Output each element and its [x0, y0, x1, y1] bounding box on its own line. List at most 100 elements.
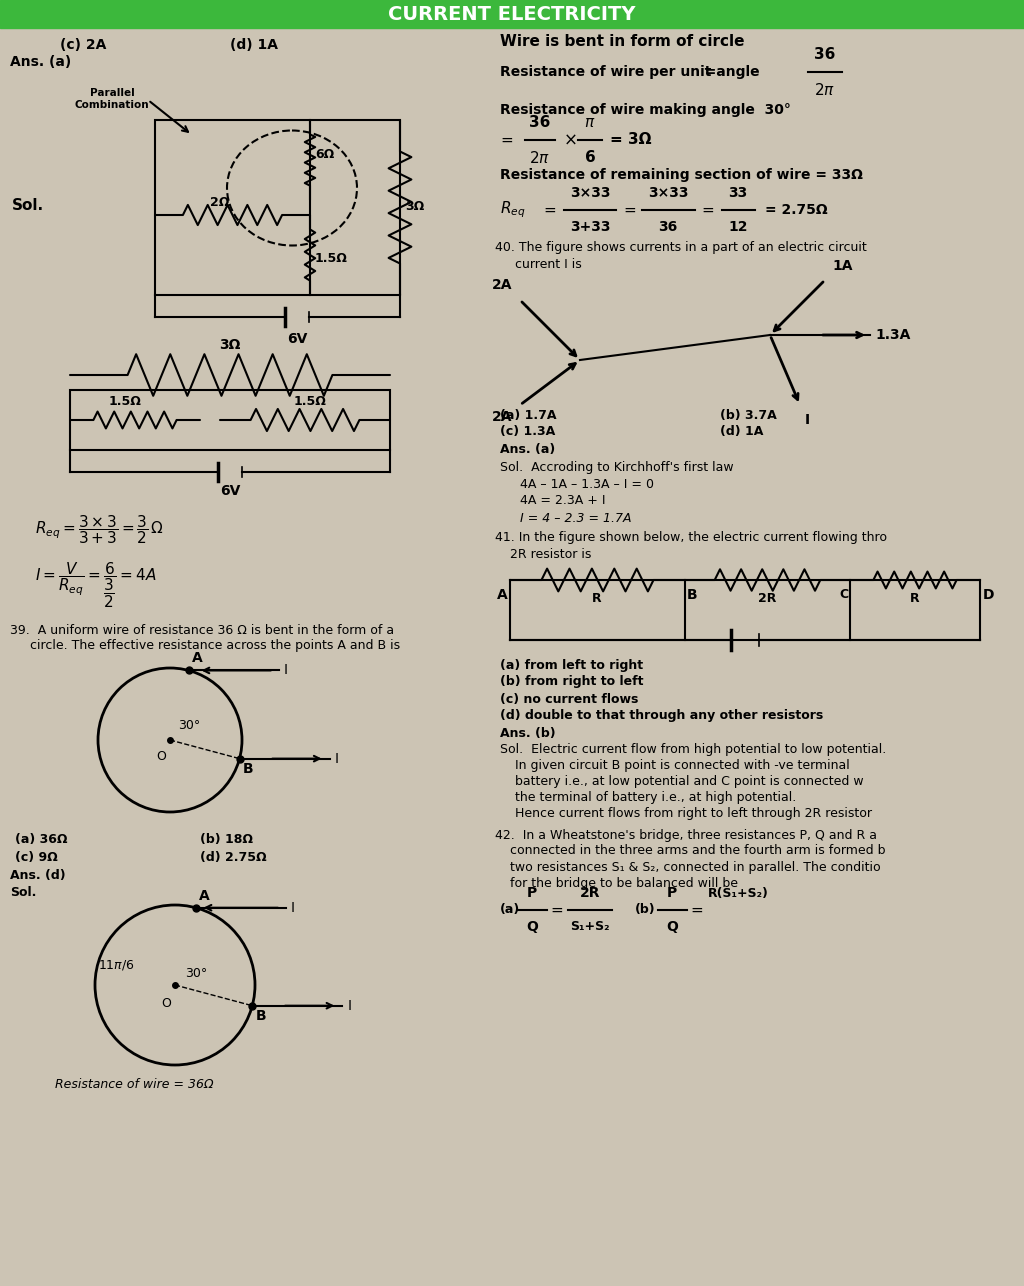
Text: P: P — [667, 886, 677, 900]
Text: (d) double to that through any other resistors: (d) double to that through any other res… — [500, 710, 823, 723]
Text: 2R: 2R — [580, 886, 600, 900]
Text: 36: 36 — [658, 220, 678, 234]
Text: 33: 33 — [728, 186, 748, 201]
Text: Sol.  Accroding to Kirchhoff's first law: Sol. Accroding to Kirchhoff's first law — [500, 460, 733, 473]
Text: 4A = 2.3A + I: 4A = 2.3A + I — [520, 495, 605, 508]
Text: 30°: 30° — [185, 967, 207, 980]
Text: (d) 1A: (d) 1A — [720, 426, 763, 439]
Bar — [155, 120, 400, 294]
Text: O: O — [156, 750, 166, 763]
Text: 1.3A: 1.3A — [874, 328, 910, 342]
Text: I: I — [347, 999, 351, 1012]
Text: Q: Q — [526, 919, 538, 934]
Text: I: I — [291, 900, 295, 914]
Text: 2A: 2A — [492, 278, 512, 292]
Text: 3Ω: 3Ω — [406, 201, 424, 213]
Text: battery i.e., at low potential and C point is connected w: battery i.e., at low potential and C poi… — [515, 775, 863, 788]
Text: S₁+S₂: S₁+S₂ — [570, 919, 609, 934]
Text: (b): (b) — [635, 904, 655, 917]
Text: A: A — [191, 652, 203, 665]
Text: (b) 3.7A: (b) 3.7A — [720, 409, 777, 422]
Text: 36: 36 — [529, 114, 551, 130]
Text: 41. In the figure shown below, the electric current flowing thro: 41. In the figure shown below, the elect… — [495, 531, 887, 544]
Text: Parallel
Combination: Parallel Combination — [75, 87, 150, 109]
Text: $\times$: $\times$ — [563, 131, 577, 149]
Text: Sol.: Sol. — [10, 886, 37, 899]
Text: (a) 36Ω: (a) 36Ω — [15, 833, 68, 846]
Text: =: = — [500, 132, 513, 148]
Text: I: I — [805, 413, 810, 427]
Text: B: B — [243, 761, 253, 775]
Text: =: = — [544, 202, 556, 217]
Text: 39.  A uniform wire of resistance 36 Ω is bent in the form of a: 39. A uniform wire of resistance 36 Ω is… — [10, 624, 394, 637]
Text: (b) 18Ω: (b) 18Ω — [200, 833, 253, 846]
Text: 2R: 2R — [758, 592, 776, 604]
Text: Ans. (a): Ans. (a) — [10, 55, 72, 69]
Text: 3+33: 3+33 — [569, 220, 610, 234]
Text: Ans. (d): Ans. (d) — [10, 869, 66, 882]
Text: $11\pi/6$: $11\pi/6$ — [98, 958, 135, 972]
Text: the terminal of battery i.e., at high potential.: the terminal of battery i.e., at high po… — [515, 791, 797, 805]
Bar — [0, 0, 1024, 28]
Bar — [70, 390, 390, 450]
Text: 6: 6 — [585, 150, 595, 165]
Text: (c) 2A: (c) 2A — [60, 39, 106, 51]
Text: R: R — [910, 592, 920, 604]
Text: for the bridge to be balanced will be: for the bridge to be balanced will be — [510, 877, 738, 890]
Text: $2\pi$: $2\pi$ — [529, 150, 551, 166]
Text: 3×33: 3×33 — [648, 186, 688, 201]
Text: Sol.: Sol. — [12, 198, 44, 212]
Text: 2R resistor is: 2R resistor is — [510, 548, 592, 561]
Text: two resistances S₁ & S₂, connected in parallel. The conditio: two resistances S₁ & S₂, connected in pa… — [510, 860, 881, 873]
Text: (c) no current flows: (c) no current flows — [500, 692, 638, 706]
Text: =: = — [500, 66, 717, 78]
Text: Hence current flows from right to left through 2R resistor: Hence current flows from right to left t… — [515, 808, 872, 820]
Text: R(S₁+S₂): R(S₁+S₂) — [708, 887, 768, 900]
Text: (a) 1.7A: (a) 1.7A — [500, 409, 556, 422]
Text: 1A: 1A — [831, 258, 853, 273]
Text: $2\pi$: $2\pi$ — [814, 82, 836, 98]
Text: $I = \dfrac{V}{R_{eq}} = \dfrac{6}{\dfrac{3}{2}} = 4A$: $I = \dfrac{V}{R_{eq}} = \dfrac{6}{\dfra… — [35, 561, 157, 610]
Text: Sol.  Electric current flow from high potential to low potential.: Sol. Electric current flow from high pot… — [500, 743, 886, 756]
Text: 6Ω: 6Ω — [315, 148, 334, 162]
Text: Ans. (b): Ans. (b) — [500, 727, 556, 739]
Text: 3×33: 3×33 — [569, 186, 610, 201]
Text: A: A — [199, 889, 210, 903]
Text: R: R — [592, 592, 602, 604]
Text: =: = — [624, 202, 636, 217]
Text: 4A – 1A – 1.3A – I = 0: 4A – 1A – 1.3A – I = 0 — [520, 477, 654, 490]
Text: O: O — [161, 997, 171, 1010]
Text: I: I — [284, 664, 288, 678]
Text: = 3Ω: = 3Ω — [610, 132, 651, 148]
Text: Resistance of remaining section of wire = 33Ω: Resistance of remaining section of wire … — [500, 168, 863, 183]
Text: =: = — [551, 903, 563, 917]
Text: (a) from left to right: (a) from left to right — [500, 658, 643, 671]
Text: =: = — [701, 202, 715, 217]
Text: 42.  In a Wheatstone's bridge, three resistances P, Q and R a: 42. In a Wheatstone's bridge, three resi… — [495, 828, 877, 841]
Text: 1.5Ω: 1.5Ω — [109, 395, 141, 408]
Text: Q: Q — [666, 919, 678, 934]
Text: 36: 36 — [814, 48, 836, 62]
Text: CURRENT ELECTRICITY: CURRENT ELECTRICITY — [388, 4, 636, 23]
Text: 40. The figure shows currents in a part of an electric circuit: 40. The figure shows currents in a part … — [495, 242, 866, 255]
Text: 2Ω: 2Ω — [210, 197, 229, 210]
Text: 1.5Ω: 1.5Ω — [315, 252, 348, 265]
Text: P: P — [527, 886, 538, 900]
Text: B: B — [687, 588, 697, 602]
Text: 6V: 6V — [220, 484, 241, 498]
Text: (c) 1.3A: (c) 1.3A — [500, 426, 555, 439]
Text: circle. The effective resistance across the points A and B is: circle. The effective resistance across … — [30, 639, 400, 652]
Text: (b) from right to left: (b) from right to left — [500, 675, 643, 688]
Text: 6V: 6V — [287, 332, 307, 346]
Text: $R_{eq} = \dfrac{3\times3}{3+3} = \dfrac{3}{2}\,\Omega$: $R_{eq} = \dfrac{3\times3}{3+3} = \dfrac… — [35, 513, 164, 547]
Text: D: D — [983, 588, 994, 602]
Text: A: A — [498, 588, 508, 602]
Text: Resistance of wire making angle  30°: Resistance of wire making angle 30° — [500, 103, 791, 117]
Text: I: I — [335, 751, 339, 765]
Text: 3Ω: 3Ω — [219, 338, 241, 352]
Text: (c) 9Ω: (c) 9Ω — [15, 851, 57, 864]
Text: Resistance of wire per unit angle: Resistance of wire per unit angle — [500, 66, 765, 78]
Text: Ans. (a): Ans. (a) — [500, 444, 555, 457]
Text: 1.5Ω: 1.5Ω — [294, 395, 327, 408]
Text: =: = — [690, 903, 703, 917]
